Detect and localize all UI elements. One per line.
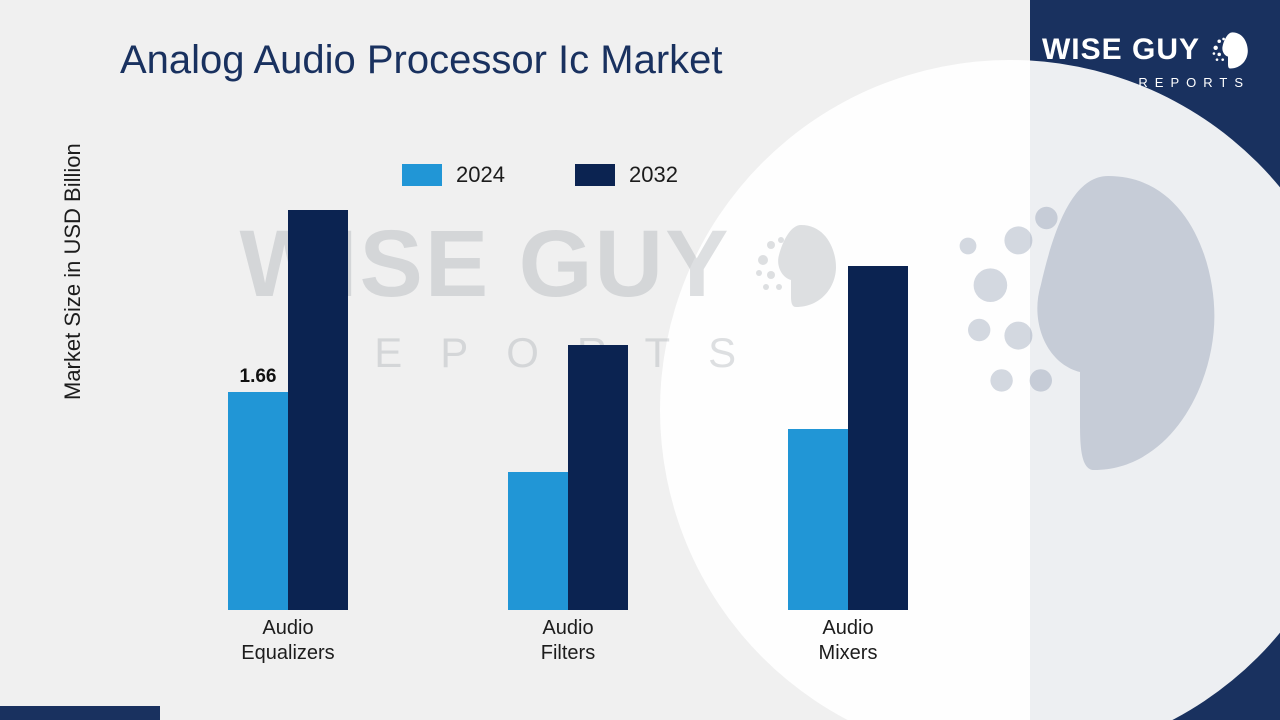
bar-2024 — [788, 429, 848, 610]
legend-label-2032: 2032 — [629, 162, 678, 188]
legend-swatch-2032 — [575, 164, 615, 186]
x-axis-label: Audio Filters — [541, 616, 595, 666]
bar-2032 — [568, 345, 628, 610]
legend-item-2024: 2024 — [402, 162, 505, 188]
bar-group: Audio Filters — [488, 345, 648, 610]
chart-title: Analog Audio Processor Ic Market — [120, 38, 723, 83]
logo-text-main: WISE GUY — [1042, 35, 1200, 65]
bar-value-label: 1.66 — [240, 366, 277, 388]
x-axis-label: Audio Equalizers — [241, 616, 334, 666]
plot-area: 1.66Audio Equalizers Audio Filters Audio M… — [160, 190, 960, 610]
logo-main-row: WISE GUY — [1042, 28, 1250, 72]
legend-label-2024: 2024 — [456, 162, 505, 188]
bar-group: Audio Mixers — [768, 266, 928, 610]
bar-chart: Market Size in USD Billion 2024 2032 1.6… — [100, 150, 980, 670]
bar-2024: 1.66 — [228, 392, 288, 610]
brand-logo: WISE GUY REPORTS — [1042, 28, 1250, 89]
legend-swatch-2024 — [402, 164, 442, 186]
bar-2032 — [848, 266, 908, 610]
head-icon — [1206, 28, 1250, 72]
logo-text-sub: REPORTS — [1042, 76, 1250, 89]
bar-2032 — [288, 210, 348, 610]
legend: 2024 2032 — [100, 162, 980, 188]
legend-item-2032: 2032 — [575, 162, 678, 188]
bar-group: 1.66Audio Equalizers — [208, 210, 368, 610]
y-axis-label: Market Size in USD Billion — [60, 143, 86, 400]
x-axis-label: Audio Mixers — [819, 616, 878, 666]
bar-2024 — [508, 472, 568, 610]
bottom-accent-strip — [0, 706, 160, 720]
